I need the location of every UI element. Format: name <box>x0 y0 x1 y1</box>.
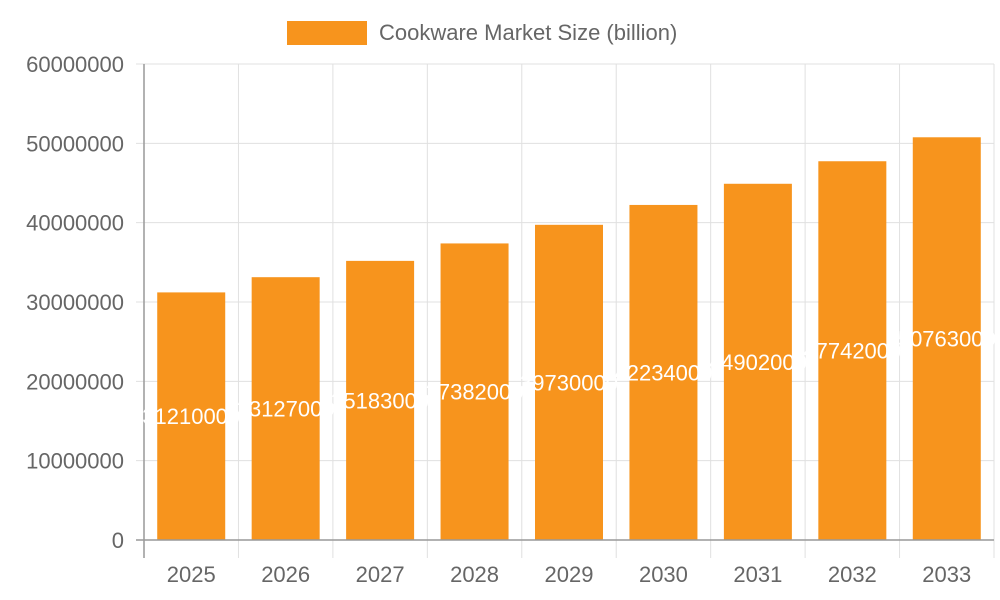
data-label: 44902000 <box>709 350 807 375</box>
data-label: 33127000 <box>237 397 335 422</box>
bar[interactable] <box>818 161 887 540</box>
x-tick-label: 2032 <box>828 562 877 587</box>
bar[interactable] <box>912 137 981 540</box>
x-tick-label: 2027 <box>356 562 405 587</box>
y-tick-label: 10000000 <box>26 449 124 474</box>
x-tick-label: 2029 <box>545 562 594 587</box>
bar[interactable] <box>723 183 792 540</box>
x-tick-label: 2026 <box>261 562 310 587</box>
bar[interactable] <box>251 277 320 540</box>
data-label: 50763000 <box>898 327 996 352</box>
y-tick-label: 50000000 <box>26 131 124 156</box>
bar[interactable] <box>629 204 698 540</box>
y-tick-label: 20000000 <box>26 369 124 394</box>
bars <box>157 137 981 541</box>
data-label: 39730000 <box>520 370 618 395</box>
data-label: 42234000 <box>614 360 712 385</box>
y-tick-label: 0 <box>112 528 124 553</box>
legend-swatch <box>287 21 367 45</box>
data-label: 47742000 <box>803 339 901 364</box>
x-tick-label: 2031 <box>733 562 782 587</box>
y-tick-label: 60000000 <box>26 52 124 77</box>
bar[interactable] <box>157 292 226 540</box>
bar[interactable] <box>535 224 603 541</box>
y-tick-label: 30000000 <box>26 290 124 315</box>
legend[interactable]: Cookware Market Size (billion) <box>287 20 677 46</box>
x-tick-label: 2030 <box>639 562 688 587</box>
legend-label: Cookware Market Size (billion) <box>379 20 678 45</box>
x-tick-label: 2028 <box>450 562 499 587</box>
data-label: 35183000 <box>331 388 429 413</box>
bar[interactable] <box>440 243 509 540</box>
bar[interactable] <box>346 260 415 540</box>
y-tick-label: 40000000 <box>26 211 124 236</box>
data-label: 37382000 <box>426 380 524 405</box>
x-tick-label: 2025 <box>167 562 216 587</box>
data-labels: 3121000033127000351830003738200039730000… <box>142 327 995 430</box>
axes: 0 10000000 20000000 30000000 40000000 5000000… <box>26 52 994 587</box>
x-tick-label: 2033 <box>922 562 971 587</box>
data-label: 31210000 <box>142 404 240 429</box>
